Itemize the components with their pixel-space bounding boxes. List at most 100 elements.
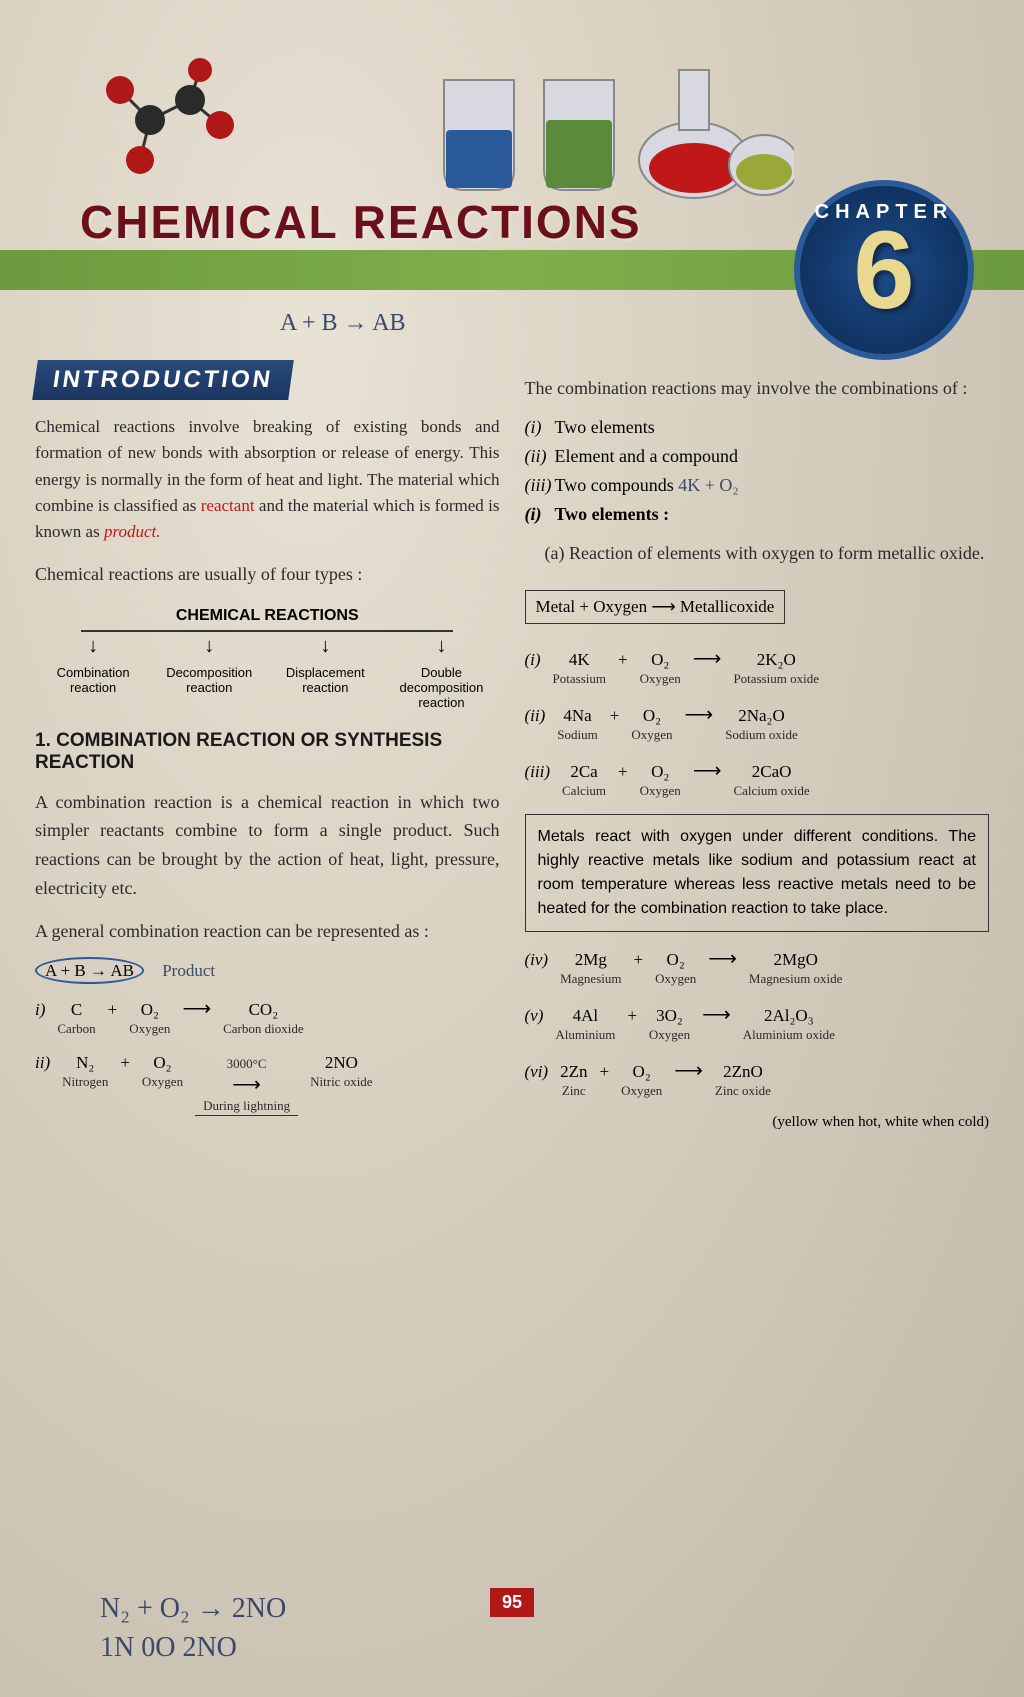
eq-sub: Oxygen [129, 1021, 170, 1038]
arrow-condition-bottom: During lightning [203, 1098, 290, 1115]
equations-group-b: (iv)2MgMagnesium+O₂Oxygen⟶2MgOMagnesium … [525, 946, 990, 1100]
eq-term-wrap: 2MgMagnesium [560, 949, 621, 988]
eq-term-wrap: 2ZnOZinc oxide [715, 1061, 771, 1100]
handwriting-annotation: 4K + O₂ [678, 475, 738, 495]
page-header: CHEMICAL REACTIONS CHAPTER 6 [30, 20, 994, 280]
eq-plus: + [618, 761, 628, 783]
equation: (i)4KPotassium+O₂Oxygen⟶2K₂OPotassium ox… [525, 646, 990, 688]
tree-leaf: Double decomposition reaction [383, 665, 499, 710]
list-item: (i)Two elements [525, 417, 990, 438]
eq-sub: Potassium [553, 671, 606, 688]
eq-term: 4Na [563, 706, 591, 725]
left-column: INTRODUCTION Chemical reactions involve … [35, 360, 500, 1131]
eq-arrow: ⟶ [702, 1002, 731, 1028]
sub-heading-i: (i)Two elements : [525, 504, 990, 525]
eq-term-wrap: 4Al Aluminium [555, 1005, 615, 1044]
tree-leaf: Combination reaction [35, 665, 151, 710]
eq-term: C [71, 1000, 82, 1019]
eq-sub: Magnesium oxide [749, 971, 843, 988]
eq-term: 2MgO [773, 950, 817, 969]
eq-sub: Calcium oxide [733, 783, 809, 800]
general-equation: A + B → AB Product [35, 960, 500, 982]
combo-intro: The combination reactions may involve th… [525, 374, 990, 403]
page-number: 95 [490, 1588, 534, 1617]
eq-term: 2Al₂O₃ [764, 1006, 814, 1025]
eq-term-wrap: O₂Oxygen [640, 649, 681, 688]
molecule-illustration [80, 50, 260, 200]
eq-term: O₂ [643, 706, 661, 725]
eq-arrow: ⟶ [693, 646, 722, 672]
general-eq-text: A + B → AB [35, 957, 144, 984]
eq-plus: + [599, 1061, 609, 1083]
beakers-illustration [414, 50, 794, 210]
equations-group-a: (i)4KPotassium+O₂Oxygen⟶2K₂OPotassium ox… [525, 646, 990, 800]
eq-term: 4Al [573, 1006, 599, 1025]
arrow-condition-top: 3000°C [203, 1056, 290, 1073]
reaction-types-tree: CHEMICAL REACTIONS Combination reaction … [35, 607, 500, 710]
equation: (vi)2ZnZinc+O₂Oxygen⟶2ZnOZinc oxide [525, 1058, 990, 1100]
equation-i: i) CCarbon + O₂Oxygen ⟶ CO₂Carbon dioxid… [35, 996, 500, 1038]
textbook-page: CHEMICAL REACTIONS CHAPTER 6 A + B → AB … [0, 0, 1024, 1697]
eq-sub: Sodium [557, 727, 597, 744]
eq-term: 2Mg [575, 950, 607, 969]
eq-arrow: ⟶ [182, 996, 211, 1022]
hw-line: 1N 0O 2NO [100, 1628, 286, 1667]
list-item: (iii)Two compounds 4K + O₂ [525, 475, 990, 496]
handwriting-annotation: A + B → AB [280, 310, 406, 337]
eq-sub: Oxygen [621, 1083, 662, 1100]
eq-num: ii) [35, 1052, 50, 1074]
right-column: The combination reactions may involve th… [525, 360, 990, 1131]
eq-num: (v) [525, 1005, 544, 1027]
general-intro: A general combination reaction can be re… [35, 917, 500, 946]
zinc-note: (yellow when hot, white when cold) [525, 1114, 990, 1131]
tree-leaf: Displacement reaction [267, 665, 383, 710]
eq-num: (ii) [525, 705, 546, 727]
eq-plus: + [120, 1052, 130, 1074]
eq-sub: Carbon dioxide [223, 1021, 304, 1038]
eq-term-wrap: 4K Potassium [553, 649, 606, 688]
equation-ii: ii) N₂Nitrogen + O₂Oxygen 3000°C ⟶ Durin… [35, 1052, 500, 1117]
equation: (v)4AlAluminium+3O₂Oxygen⟶2Al₂O₃Aluminiu… [525, 1002, 990, 1044]
eq-sub: Nitrogen [62, 1074, 108, 1091]
eq-plus: + [627, 1005, 637, 1027]
eq-plus: + [108, 999, 118, 1021]
eq-sub: Oxygen [640, 783, 681, 800]
eq-term: 2Na₂O [738, 706, 785, 725]
eq-plus: + [633, 949, 643, 971]
eq-term-wrap: 2MgO Magnesium oxide [749, 949, 843, 988]
eq-term-wrap: O₂Oxygen [640, 761, 681, 800]
reactant-term: reactant [201, 496, 255, 515]
eq-term: 2Zn [560, 1062, 587, 1081]
chapter-title: CHEMICAL REACTIONS [80, 195, 642, 249]
eq-sub: Potassium oxide [733, 671, 819, 688]
eq-arrow: ⟶ [708, 946, 737, 972]
eq-num: (vi) [525, 1061, 549, 1083]
equation: (ii)4NaSodium+O₂Oxygen⟶2Na₂OSodium oxide [525, 702, 990, 744]
tree-leaves: Combination reaction Decomposition react… [35, 665, 500, 710]
eq-term-wrap: 2Al₂O₃ Aluminium oxide [743, 1005, 835, 1044]
eq-term-wrap: 2CaCalcium [562, 761, 606, 800]
introduction-banner: INTRODUCTION [32, 360, 294, 400]
tree-root: CHEMICAL REACTIONS [35, 607, 500, 625]
eq-term: O₂ [153, 1053, 171, 1072]
eq-sub: Aluminium [555, 1027, 615, 1044]
eq-term: O₂ [141, 1000, 159, 1019]
eq-term: CO₂ [249, 1000, 279, 1019]
eq-term-wrap: 2K₂OPotassium oxide [733, 649, 819, 688]
eq-term: N₂ [76, 1053, 94, 1072]
eq-term-wrap: 4Na Sodium [557, 705, 597, 744]
eq-sub: Nitric oxide [310, 1074, 372, 1091]
eq-sub: Aluminium oxide [743, 1027, 835, 1044]
list-item: (ii)Element and a compound [525, 446, 990, 467]
eq-term: 4K [569, 650, 590, 669]
eq-plus: + [610, 705, 620, 727]
eq-sub: Oxygen [631, 727, 672, 744]
eq-arrow: ⟶ [674, 1058, 703, 1084]
chapter-number: 6 [853, 207, 914, 334]
eq-term: O₂ [651, 650, 669, 669]
section-1-heading: 1. COMBINATION REACTION OR SYNTHESIS REA… [35, 730, 500, 774]
eq-arrow: ⟶ [685, 702, 714, 728]
info-box-metals: Metals react with oxygen under different… [525, 814, 990, 932]
eq-term: 2CaO [752, 762, 792, 781]
eq-term: 2Ca [570, 762, 597, 781]
